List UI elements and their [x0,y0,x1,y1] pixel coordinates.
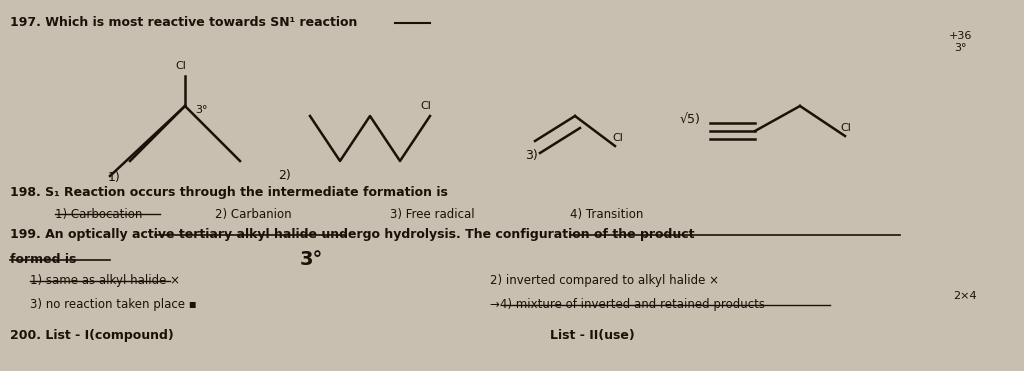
Text: 1) same as alkyl halide ×: 1) same as alkyl halide × [30,274,180,287]
Text: Cl: Cl [175,61,186,71]
Text: +36
3°: +36 3° [948,31,972,53]
Text: 2): 2) [278,169,291,182]
Text: 2×4: 2×4 [953,291,977,301]
Text: 200. List - I(compound): 200. List - I(compound) [10,329,174,342]
Text: 3): 3) [525,149,538,162]
Text: 3) Free radical: 3) Free radical [390,208,475,221]
Text: 199. An optically active tertiary alkyl halide undergo hydrolysis. The configura: 199. An optically active tertiary alkyl … [10,228,694,241]
Text: 198. S₁ Reaction occurs through the intermediate formation is: 198. S₁ Reaction occurs through the inte… [10,186,447,199]
Text: √5): √5) [680,113,700,126]
Text: 3) no reaction taken place ▪: 3) no reaction taken place ▪ [30,298,197,311]
Text: Cl: Cl [840,123,851,133]
Text: 1): 1) [108,171,121,184]
Text: →4) mixture of inverted and retained products: →4) mixture of inverted and retained pro… [490,298,765,311]
Text: 3°: 3° [195,105,208,115]
Text: List - II(use): List - II(use) [550,329,635,342]
Text: 2) Carbanion: 2) Carbanion [215,208,292,221]
Text: 4) Transition: 4) Transition [570,208,643,221]
Text: 197. Which is most reactive towards SN¹ reaction: 197. Which is most reactive towards SN¹ … [10,16,357,29]
Text: 1) Carbocation: 1) Carbocation [55,208,142,221]
Text: 3°: 3° [300,250,324,269]
Text: Cl: Cl [420,101,431,111]
Text: formed is: formed is [10,253,77,266]
Text: 2) inverted compared to alkyl halide ×: 2) inverted compared to alkyl halide × [490,274,719,287]
Text: Cl: Cl [612,133,623,143]
